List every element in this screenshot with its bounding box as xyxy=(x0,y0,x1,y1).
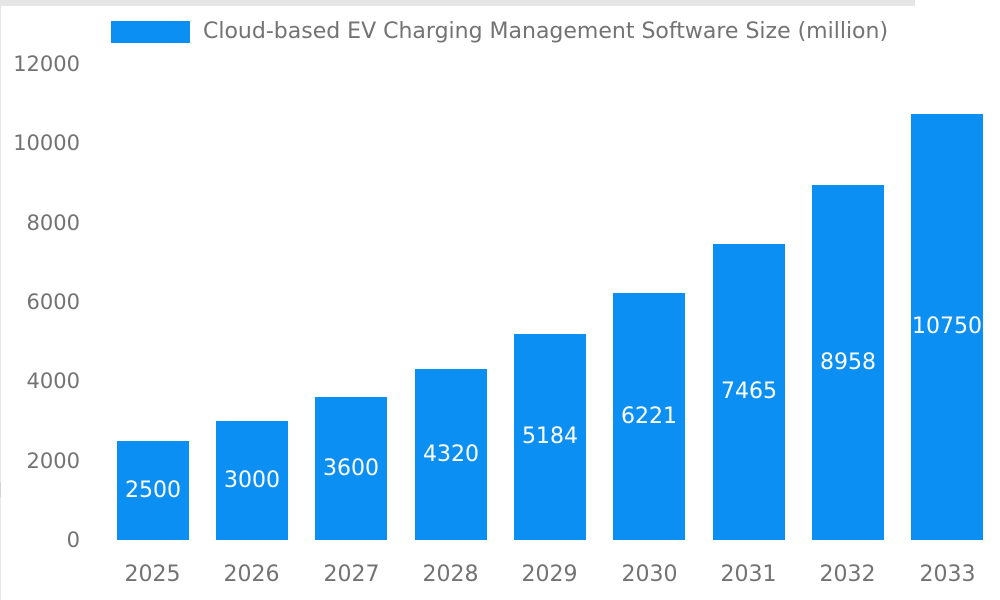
y-axis-tick-label: 12000 xyxy=(13,52,80,76)
bar-value-label: 8958 xyxy=(820,349,876,375)
x-axis-tick-label: 2031 xyxy=(720,562,777,587)
x-tick-mark xyxy=(0,482,1,497)
x-axis-tick-label: 2030 xyxy=(621,562,678,587)
y-gridline xyxy=(0,5,915,6)
y-axis-tick-label: 8000 xyxy=(26,210,80,235)
x-axis-tick-label: 2026 xyxy=(223,562,280,587)
legend: Cloud-based EV Charging Management Softw… xyxy=(111,21,888,43)
y-gridline xyxy=(0,0,915,1)
bar-value-label: 4320 xyxy=(423,441,479,467)
bar: 8958 xyxy=(812,185,884,540)
bar-value-label: 5184 xyxy=(522,424,578,449)
legend-swatch xyxy=(111,21,190,43)
bar-value-label: 3000 xyxy=(224,467,280,493)
bar: 3600 xyxy=(315,397,387,540)
bar-value-label: 10750 xyxy=(912,314,982,339)
bar-value-label: 6221 xyxy=(621,403,677,429)
x-gridline xyxy=(0,497,1,600)
bar-value-label: 2500 xyxy=(125,477,181,503)
x-axis-tick-label: 2029 xyxy=(521,562,578,587)
x-gridline xyxy=(0,6,1,482)
bar: 6221 xyxy=(613,293,685,540)
y-axis-tick-label: 10000 xyxy=(13,131,80,156)
x-axis-tick-label: 2025 xyxy=(124,562,181,587)
bar: 4320 xyxy=(415,369,487,540)
y-gridline xyxy=(0,4,915,5)
bar: 2500 xyxy=(117,441,189,540)
y-gridline xyxy=(0,2,915,3)
bar: 7465 xyxy=(713,244,785,540)
y-gridline xyxy=(0,3,915,4)
x-axis-tick-label: 2027 xyxy=(323,562,380,587)
y-axis-tick-label: 6000 xyxy=(26,290,80,314)
chart-title: Cloud-based EV Charging Management Softw… xyxy=(203,19,889,44)
x-axis-tick-label: 2028 xyxy=(422,562,479,587)
bar-value-label: 3600 xyxy=(323,455,379,481)
bar: 10750 xyxy=(911,114,983,540)
bar: 3000 xyxy=(216,421,288,540)
x-axis-tick-label: 2032 xyxy=(819,562,876,587)
bar-value-label: 7465 xyxy=(721,379,777,404)
x-axis-tick-label: 2033 xyxy=(919,562,976,587)
bar: 5184 xyxy=(514,334,586,540)
y-axis-tick-label: 0 xyxy=(66,528,80,552)
y-gridline xyxy=(0,1,915,2)
y-axis-tick-label: 4000 xyxy=(26,369,80,394)
y-axis-tick-label: 2000 xyxy=(26,448,80,473)
